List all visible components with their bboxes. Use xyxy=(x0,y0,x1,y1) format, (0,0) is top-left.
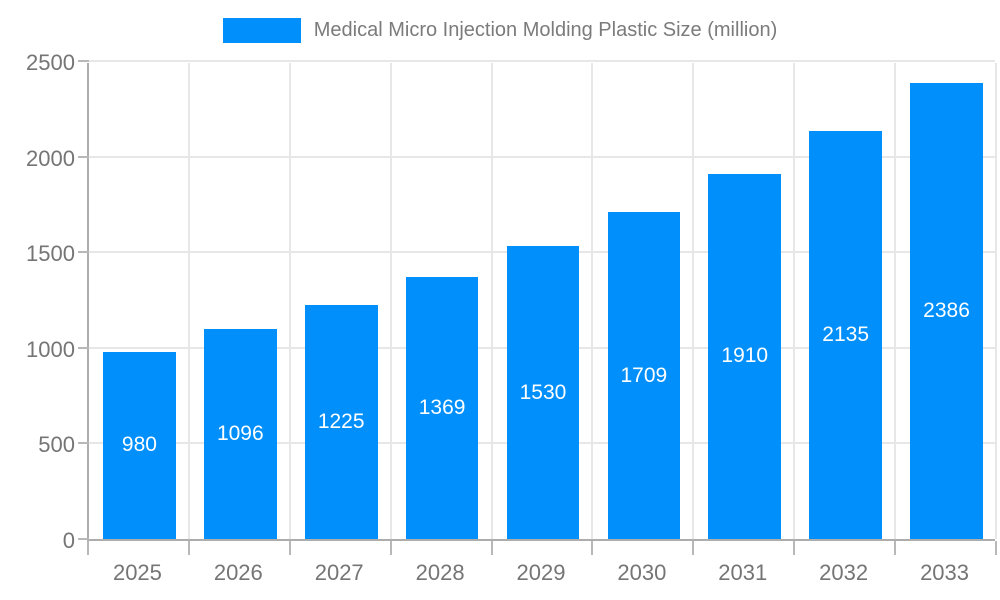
bar-2026[interactable]: 1096 xyxy=(203,329,277,539)
bar-slot: 1530 xyxy=(493,61,594,539)
bar-2025[interactable]: 980 xyxy=(103,351,176,539)
y-axis-tick-label: 2000 xyxy=(26,145,75,171)
bar-value-label: 1709 xyxy=(620,363,668,387)
bar-value-label: 1530 xyxy=(519,380,567,404)
bar-2030[interactable]: 1709 xyxy=(607,212,681,539)
y-axis-tick-label: 0 xyxy=(62,528,75,553)
bar-2029[interactable]: 1530 xyxy=(506,246,580,539)
y-axis-tick xyxy=(78,442,89,445)
bar-value-label: 1225 xyxy=(317,409,365,433)
x-axis-tick xyxy=(288,541,291,555)
x-axis-tick-label: 2026 xyxy=(213,560,263,585)
x-axis-tick-label: 2027 xyxy=(314,560,364,585)
y-axis-tick xyxy=(78,346,89,349)
x-axis-tick-label: 2028 xyxy=(415,560,465,585)
v-gridline xyxy=(389,63,392,539)
v-gridline xyxy=(187,63,190,539)
bar-2028[interactable]: 1369 xyxy=(405,277,479,539)
y-axis-tick xyxy=(78,251,89,254)
x-axis-tick xyxy=(490,541,493,555)
v-gridline xyxy=(995,63,997,539)
bar-slot: 1096 xyxy=(190,61,291,539)
bar-2033[interactable]: 2386 xyxy=(910,82,983,539)
x-axis-tick-label: 2033 xyxy=(920,560,970,585)
v-gridline xyxy=(288,63,291,539)
bar-value-label: 2386 xyxy=(923,298,970,322)
v-gridline xyxy=(692,63,695,539)
bar-slot: 1910 xyxy=(694,61,795,539)
x-axis-tick-label: 2029 xyxy=(516,560,566,585)
x-axis-tick xyxy=(187,541,190,555)
y-axis-tick-label: 1000 xyxy=(26,336,75,362)
x-axis-tick-label: 2032 xyxy=(819,560,869,585)
legend-item[interactable]: Medical Micro Injection Molding Plastic … xyxy=(0,18,1000,43)
h-gridline xyxy=(89,60,995,62)
y-axis-tick-label: 500 xyxy=(38,432,75,458)
legend-marker-icon xyxy=(222,18,301,43)
bar-slot: 1369 xyxy=(392,61,493,539)
legend-label: Medical Micro Injection Molding Plastic … xyxy=(313,19,778,41)
v-gridline xyxy=(490,63,493,539)
x-axis-tick-label: 2031 xyxy=(718,560,768,585)
bar-slot: 1709 xyxy=(593,61,694,539)
bar-slot: 980 xyxy=(89,61,190,539)
x-axis-tick-label: 2030 xyxy=(617,560,667,585)
bar-2032[interactable]: 2135 xyxy=(809,130,882,539)
bar-slot: 1225 xyxy=(291,61,392,539)
y-axis-tick-label: 1500 xyxy=(26,241,75,267)
x-axis-tick-label: 2025 xyxy=(112,560,162,585)
h-gridline xyxy=(89,155,995,158)
bar-2031[interactable]: 1910 xyxy=(708,173,782,539)
x-axis-tick xyxy=(591,541,594,555)
x-axis-tick xyxy=(389,541,392,555)
bar-value-label: 1369 xyxy=(418,396,466,420)
y-axis-tick xyxy=(78,538,89,540)
bar-slot: 2135 xyxy=(795,61,896,539)
y-axis-tick xyxy=(78,155,89,158)
bar-2027[interactable]: 1225 xyxy=(304,304,378,539)
y-axis-tick-label: 2500 xyxy=(26,50,75,75)
x-axis-tick xyxy=(793,541,796,555)
x-axis-tick xyxy=(995,541,997,555)
bar-slot: 2386 xyxy=(896,61,997,539)
y-axis-tick xyxy=(78,60,89,62)
x-axis-tick xyxy=(894,541,897,555)
v-gridline xyxy=(793,63,796,539)
bar-value-label: 980 xyxy=(121,433,157,457)
bar-value-label: 1096 xyxy=(216,422,264,446)
v-gridline xyxy=(591,63,594,539)
plot-area: 980 1096 1225 1369 1530 1709 1910 2135 2386 xyxy=(78,60,997,555)
bar-value-label: 1910 xyxy=(721,344,769,368)
x-axis-tick xyxy=(87,541,89,555)
v-gridline xyxy=(894,63,897,539)
bar-value-label: 2135 xyxy=(822,322,869,346)
x-axis-tick xyxy=(692,541,695,555)
